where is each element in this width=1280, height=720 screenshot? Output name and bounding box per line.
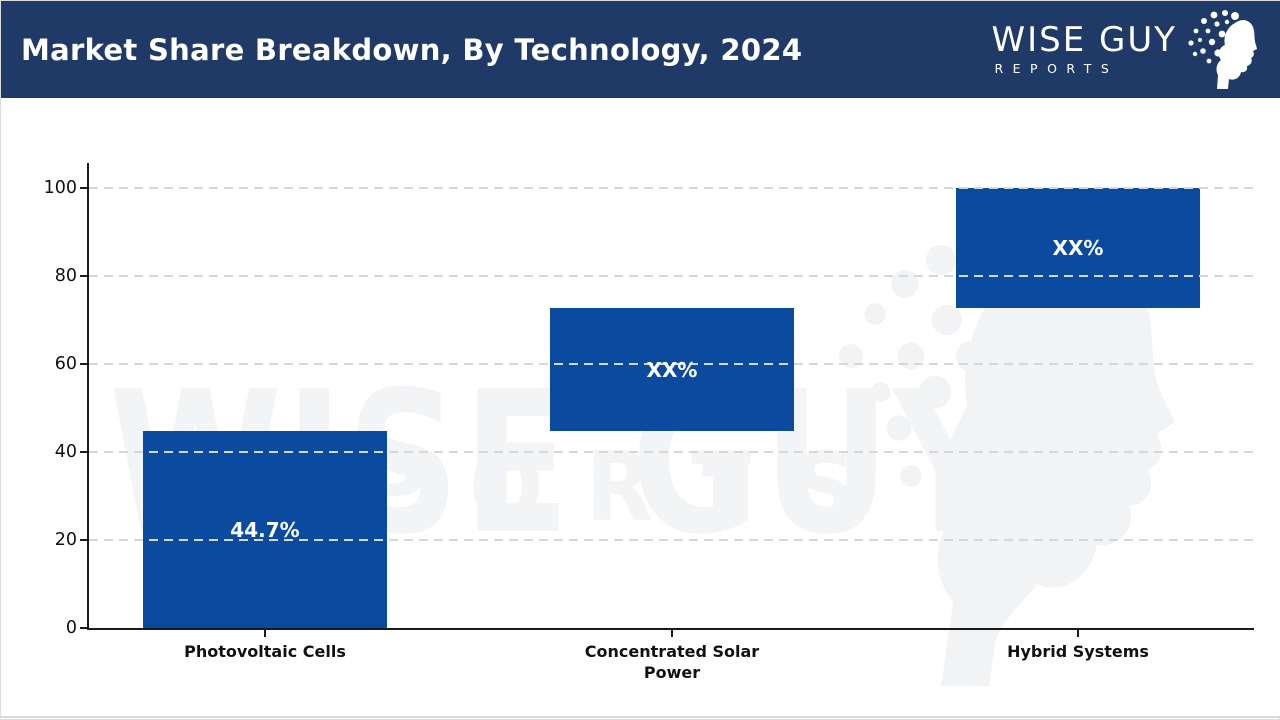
logo-text: WISE GUY REPORTS xyxy=(991,23,1177,76)
x-category-label: Photovoltaic Cells xyxy=(184,642,346,661)
bar xyxy=(956,188,1200,309)
logo-wordmark: WISE GUY xyxy=(991,20,1177,61)
y-tick-label: 40 xyxy=(54,442,77,462)
y-tick xyxy=(80,539,87,541)
logo-face-icon xyxy=(1188,9,1257,89)
gridline xyxy=(89,187,1254,189)
bar xyxy=(143,431,387,628)
x-category-label: Concentrated Solar Power xyxy=(584,642,760,682)
header: Market Share Breakdown, By Technology, 2… xyxy=(1,1,1280,98)
y-tick xyxy=(80,363,87,365)
x-tick xyxy=(264,630,266,637)
y-axis-spine xyxy=(87,163,89,630)
gridline xyxy=(89,363,1254,365)
y-tick xyxy=(80,187,87,189)
brand-logo: WISE GUY REPORTS xyxy=(991,9,1257,91)
bottom-rule xyxy=(1,716,1280,718)
x-tick xyxy=(1077,630,1079,637)
x-axis-spine xyxy=(87,628,1254,630)
gridline xyxy=(89,451,1254,453)
y-tick xyxy=(80,275,87,277)
bar-value-label: 44.7% xyxy=(230,517,300,542)
chart-area: WISE GUY REPORTS 0 20 40 60 80 100 44.7% XX% XX%… xyxy=(1,98,1280,718)
y-tick xyxy=(80,627,87,629)
gridline xyxy=(89,275,1254,277)
y-tick-label: 20 xyxy=(54,530,77,550)
y-tick-label: 60 xyxy=(54,354,77,374)
bar-value-label: XX% xyxy=(646,357,698,382)
y-tick xyxy=(80,451,87,453)
y-tick-label: 0 xyxy=(65,618,77,638)
y-tick-label: 100 xyxy=(43,178,77,198)
gridline xyxy=(89,539,1254,541)
y-tick-label: 80 xyxy=(54,266,77,286)
x-tick xyxy=(671,630,673,637)
x-category-label: Hybrid Systems xyxy=(1007,642,1149,661)
bar-value-label: XX% xyxy=(1052,236,1104,261)
logo-subtext: REPORTS xyxy=(994,61,1119,77)
page-title: Market Share Breakdown, By Technology, 2… xyxy=(21,32,803,67)
bar xyxy=(550,308,794,432)
